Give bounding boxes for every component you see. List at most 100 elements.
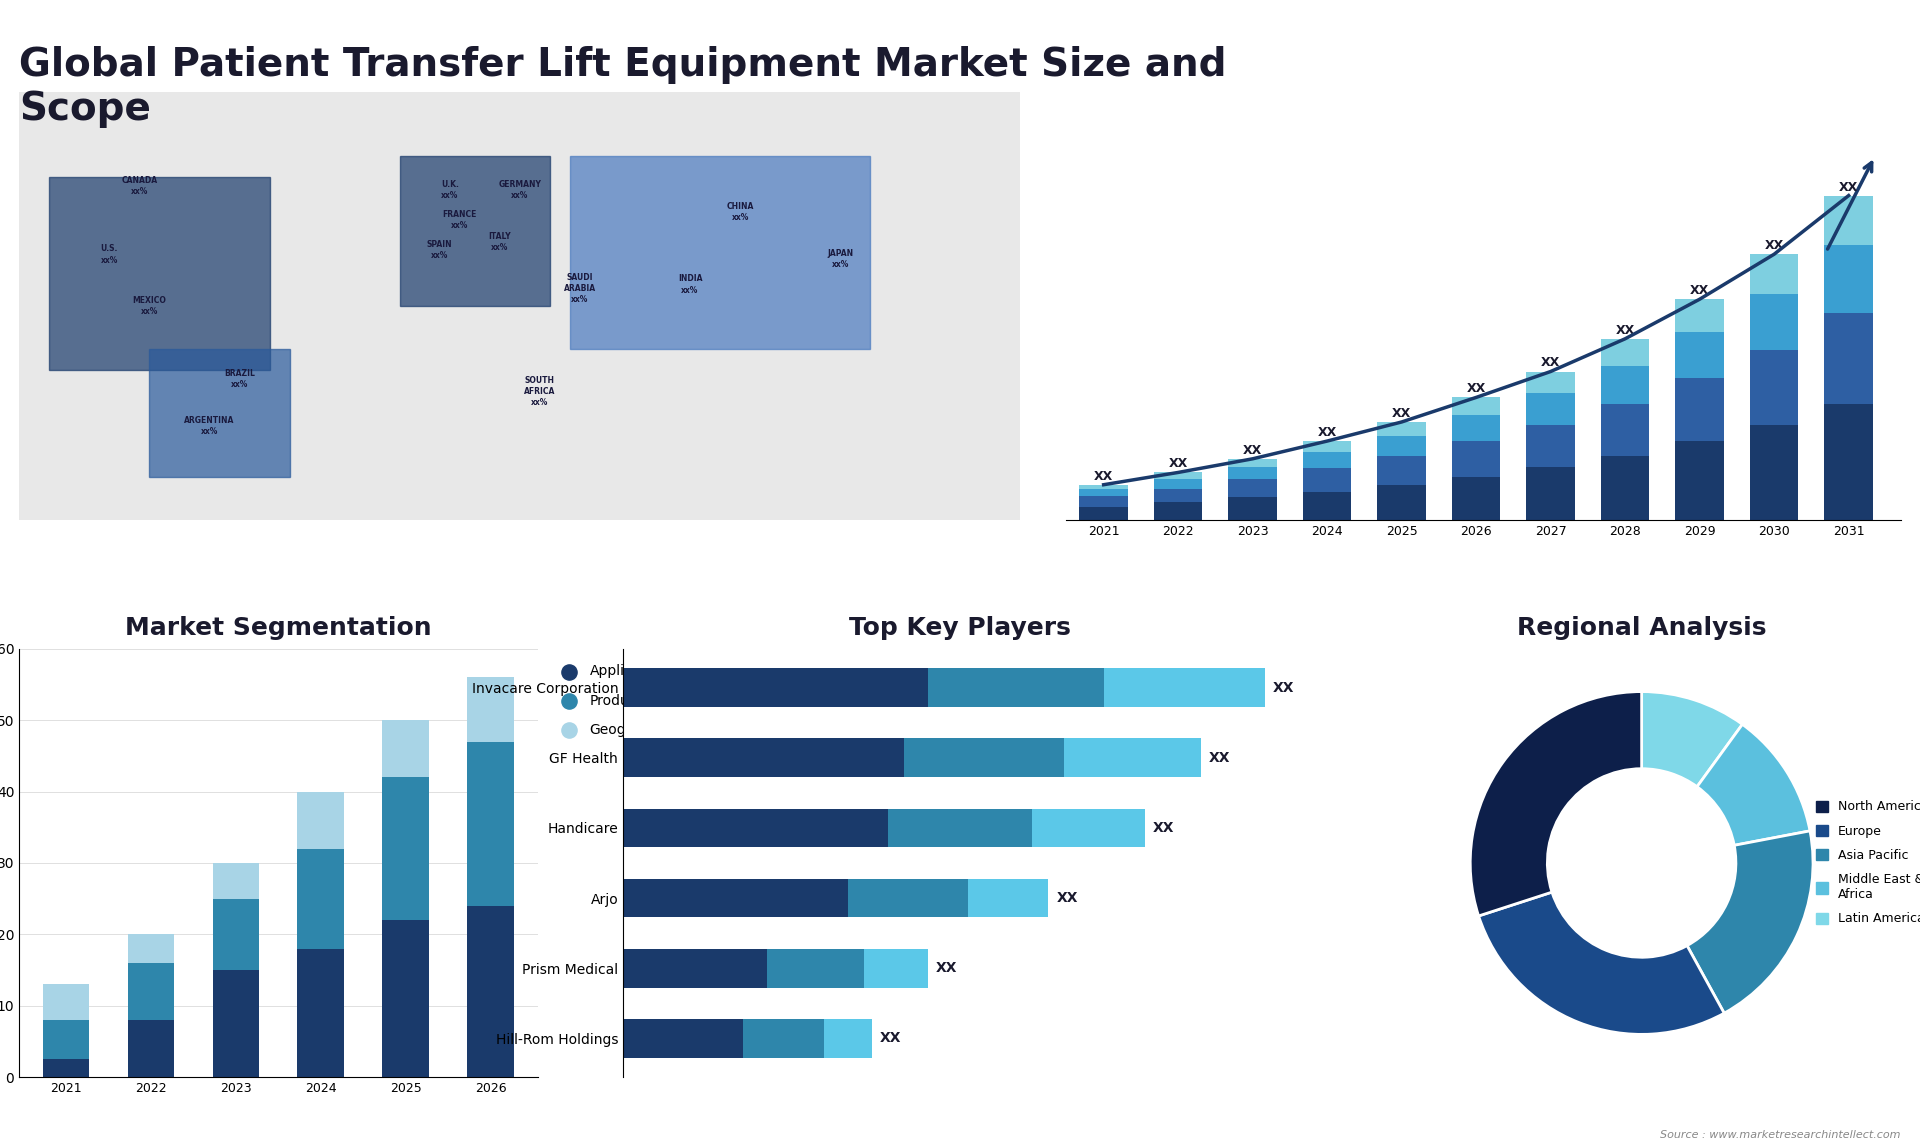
Text: INDIA
xx%: INDIA xx% <box>678 274 703 295</box>
Bar <box>743 1019 824 1058</box>
Text: XX: XX <box>935 961 958 975</box>
Text: XX: XX <box>1152 821 1173 835</box>
Bar <box>1304 452 1352 469</box>
Bar <box>624 949 768 988</box>
Text: CANADA
xx%: CANADA xx% <box>121 175 157 196</box>
Text: FRANCE
xx%: FRANCE xx% <box>444 210 476 230</box>
Bar <box>213 971 259 1077</box>
Bar <box>1676 378 1724 441</box>
Bar <box>1676 332 1724 378</box>
Bar <box>1749 254 1799 293</box>
Text: XX: XX <box>879 1031 900 1045</box>
Bar <box>624 809 887 847</box>
Bar <box>1377 456 1427 485</box>
Bar <box>1154 479 1202 489</box>
Title: Market Segmentation: Market Segmentation <box>125 615 432 639</box>
Legend: Application, Product, Geography: Application, Product, Geography <box>555 665 668 737</box>
Bar <box>1452 415 1500 441</box>
Bar <box>624 1019 743 1058</box>
Bar <box>298 849 344 949</box>
Text: SAUDI
ARABIA
xx%: SAUDI ARABIA xx% <box>564 273 595 305</box>
Text: Source : www.marketresearchintellect.com: Source : www.marketresearchintellect.com <box>1661 1130 1901 1140</box>
Text: XX: XX <box>1690 284 1709 297</box>
Text: XX: XX <box>1392 407 1411 419</box>
Bar <box>1154 489 1202 502</box>
Bar <box>1079 489 1127 495</box>
Polygon shape <box>1642 33 1718 100</box>
Text: XX: XX <box>1839 181 1859 194</box>
Text: MEXICO
xx%: MEXICO xx% <box>132 296 167 316</box>
Bar <box>1824 244 1872 313</box>
Bar <box>849 879 968 918</box>
Bar <box>1749 425 1799 520</box>
Bar <box>624 668 927 707</box>
Legend: North America, Europe, Asia Pacific, Middle East &
Africa, Latin America: North America, Europe, Asia Pacific, Mid… <box>1811 795 1920 931</box>
Text: XX: XX <box>1273 681 1294 694</box>
Bar <box>1304 492 1352 520</box>
Bar <box>624 879 849 918</box>
Bar <box>1676 299 1724 332</box>
Title: Regional Analysis: Regional Analysis <box>1517 615 1766 639</box>
Bar <box>1304 469 1352 492</box>
Bar <box>824 1019 872 1058</box>
Bar <box>1229 497 1277 520</box>
Bar <box>467 905 515 1077</box>
Bar <box>1601 366 1649 405</box>
Bar <box>1749 293 1799 350</box>
Bar <box>1526 371 1574 393</box>
Bar <box>42 1020 90 1059</box>
Text: Global Patient Transfer Lift Equipment Market Size and
Scope: Global Patient Transfer Lift Equipment M… <box>19 46 1227 128</box>
Text: XX: XX <box>1169 457 1188 470</box>
Bar <box>1229 458 1277 466</box>
Bar <box>298 792 344 849</box>
Bar <box>1377 422 1427 435</box>
Bar <box>1601 456 1649 520</box>
Bar <box>467 677 515 741</box>
Bar <box>1079 507 1127 520</box>
Text: MARKET
RESEARCH
INTELLECT: MARKET RESEARCH INTELLECT <box>1747 48 1811 86</box>
Bar <box>887 809 1033 847</box>
Bar <box>127 1020 175 1077</box>
Text: XX: XX <box>1467 383 1486 395</box>
Bar <box>1452 441 1500 477</box>
Bar <box>213 898 259 971</box>
Wedge shape <box>1478 892 1724 1035</box>
Bar <box>382 777 428 920</box>
Bar <box>1154 472 1202 479</box>
Text: XX: XX <box>1056 892 1077 905</box>
Bar <box>42 1059 90 1077</box>
Bar <box>1526 466 1574 520</box>
Text: XX: XX <box>1242 444 1261 457</box>
Bar <box>1229 479 1277 497</box>
Text: XX: XX <box>1764 240 1784 252</box>
Bar <box>467 741 515 905</box>
Bar <box>1526 425 1574 466</box>
Text: U.S.
xx%: U.S. xx% <box>100 244 117 265</box>
Bar <box>1452 477 1500 520</box>
Bar <box>1526 393 1574 425</box>
Text: XX: XX <box>1615 323 1634 337</box>
Bar <box>127 963 175 1020</box>
Bar <box>1601 339 1649 366</box>
Title: Top Key Players: Top Key Players <box>849 615 1071 639</box>
Bar <box>1064 738 1200 777</box>
Text: GERMANY
xx%: GERMANY xx% <box>499 180 541 201</box>
Text: BRAZIL
xx%: BRAZIL xx% <box>225 369 255 388</box>
Bar <box>213 863 259 898</box>
Bar <box>382 720 428 777</box>
Text: ITALY
xx%: ITALY xx% <box>488 231 511 252</box>
Bar <box>968 879 1048 918</box>
Bar <box>1824 196 1872 244</box>
Bar <box>1304 441 1352 452</box>
Wedge shape <box>1697 724 1811 846</box>
Bar <box>1229 466 1277 479</box>
Bar <box>768 949 864 988</box>
Bar <box>1452 398 1500 415</box>
Bar <box>1154 502 1202 520</box>
Bar <box>1676 441 1724 520</box>
Bar <box>1377 485 1427 520</box>
Text: CHINA
xx%: CHINA xx% <box>726 202 755 221</box>
Text: SOUTH
AFRICA
xx%: SOUTH AFRICA xx% <box>524 376 555 407</box>
Text: ARGENTINA
xx%: ARGENTINA xx% <box>184 416 234 435</box>
Bar <box>1079 485 1127 489</box>
